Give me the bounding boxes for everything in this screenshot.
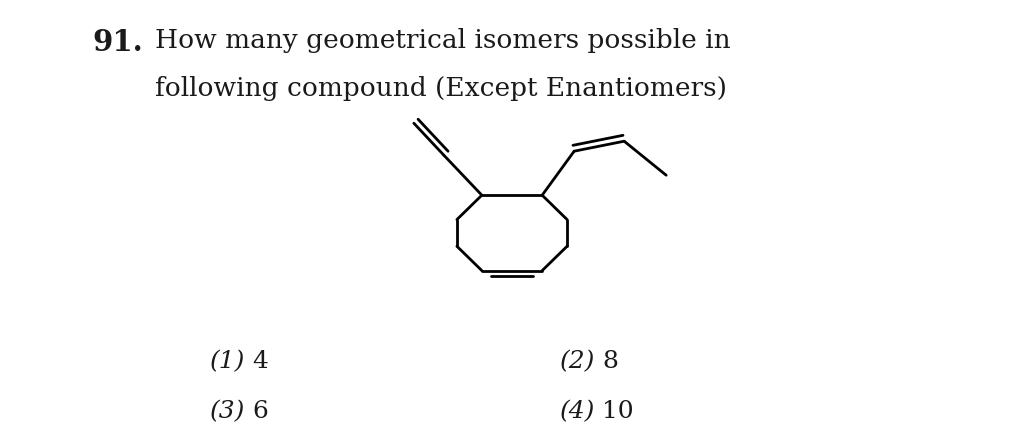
Text: 10: 10 xyxy=(602,400,634,423)
Text: (4): (4) xyxy=(560,400,595,423)
Text: following compound (Except Enantiomers): following compound (Except Enantiomers) xyxy=(155,76,727,101)
Text: How many geometrical isomers possible in: How many geometrical isomers possible in xyxy=(155,28,731,53)
Text: 8: 8 xyxy=(602,350,617,373)
Text: 6: 6 xyxy=(252,400,268,423)
Text: (1): (1) xyxy=(210,350,246,373)
Text: 4: 4 xyxy=(252,350,268,373)
Text: (2): (2) xyxy=(560,350,595,373)
Text: (3): (3) xyxy=(210,400,246,423)
Text: 91.: 91. xyxy=(92,28,142,57)
